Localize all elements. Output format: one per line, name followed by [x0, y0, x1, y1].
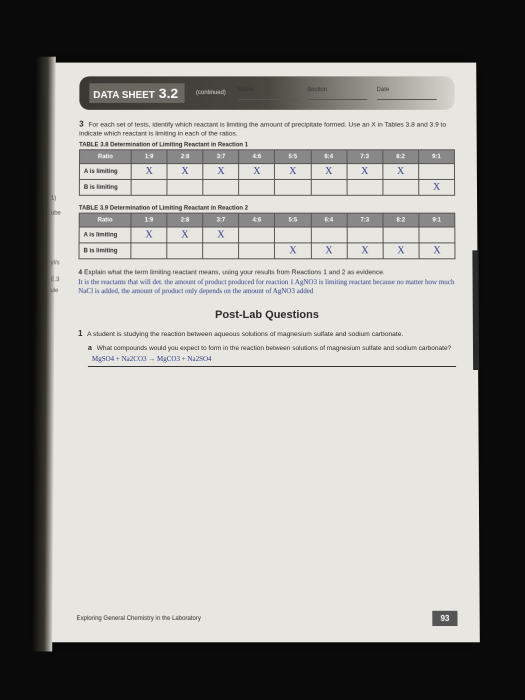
page-footer: Exploring General Chemistry in the Labor…	[76, 611, 457, 626]
header-fields: Name Section Date	[237, 87, 436, 100]
postlab-title: Post-Lab Questions	[78, 309, 456, 321]
q1-number: 1	[78, 329, 82, 338]
table-row: A is limiting X X X X X X X X	[79, 164, 454, 180]
margin-n5: ule	[50, 288, 58, 294]
table-row: Ratio 1:9 2:8 3:7 4:6 5:5 6:4 7:3 8:2 9:…	[79, 150, 454, 164]
q4-number: 4	[78, 270, 82, 277]
table39-caption: TABLE 3.9 Determination of Limiting Reac…	[78, 206, 454, 212]
q1a-text: What compounds would you expect to form …	[96, 345, 450, 352]
question-4: 4 Explain what the term limiting reactan…	[78, 270, 455, 296]
table-39: Ratio 1:9 2:8 3:7 4:6 5:5 6:4 7:3 8:2 9:…	[78, 213, 455, 260]
answer-line: MgSO4 + Na2CO3 → MgCO3 + Na2SO4	[87, 356, 455, 367]
page-number: 93	[432, 611, 457, 626]
sheet-header: DATA SHEET 3.2 (continued) Name Section …	[79, 76, 454, 109]
data-sheet-badge: DATA SHEET 3.2	[89, 83, 184, 103]
q1a-letter: a	[87, 345, 91, 352]
badge-sub: (continued)	[196, 90, 226, 96]
q3-text: For each set of tests, identify which re…	[79, 122, 446, 137]
margin-n3: yl/s	[50, 260, 59, 266]
q1a-answer: MgSO4 + Na2CO3 → MgCO3 + Na2SO4	[91, 355, 211, 363]
q3-number: 3	[79, 120, 83, 129]
q4-answer: It is the reactants that will det. the a…	[78, 279, 455, 296]
col-ratio: Ratio	[79, 150, 131, 164]
table-row: Ratio 1:9 2:8 3:7 4:6 5:5 6:4 7:3 8:2 9:…	[79, 214, 455, 228]
q4-text: Explain what the term limiting reactant …	[83, 270, 384, 277]
q1-text: A student is studying the reaction betwe…	[87, 331, 403, 338]
margin-n2: ube	[50, 211, 60, 217]
badge-number: 3.2	[158, 85, 177, 101]
table38-caption: TABLE 3.8 Determination of Limiting Reac…	[79, 143, 455, 149]
binder-tab	[472, 250, 479, 370]
worksheet-page: DATA SHEET 3.2 (continued) Name Section …	[46, 63, 480, 643]
table-row: B is limiting X X X X X	[78, 243, 454, 259]
margin-n1: 1)	[50, 196, 55, 202]
table-row: A is limiting X X X	[79, 227, 455, 243]
margin-n4: E.3	[50, 277, 59, 283]
table-38: Ratio 1:9 2:8 3:7 4:6 5:5 6:4 7:3 8:2 9:…	[78, 150, 454, 196]
badge-label: DATA SHEET	[93, 90, 155, 101]
table-row: B is limiting X	[79, 180, 454, 196]
question-1a: a What compounds would you expect to for…	[87, 344, 455, 354]
question-1: 1 A student is studying the reaction bet…	[77, 329, 455, 367]
footer-text: Exploring General Chemistry in the Labor…	[76, 615, 200, 621]
question-3: 3 For each set of tests, identify which …	[79, 120, 455, 139]
